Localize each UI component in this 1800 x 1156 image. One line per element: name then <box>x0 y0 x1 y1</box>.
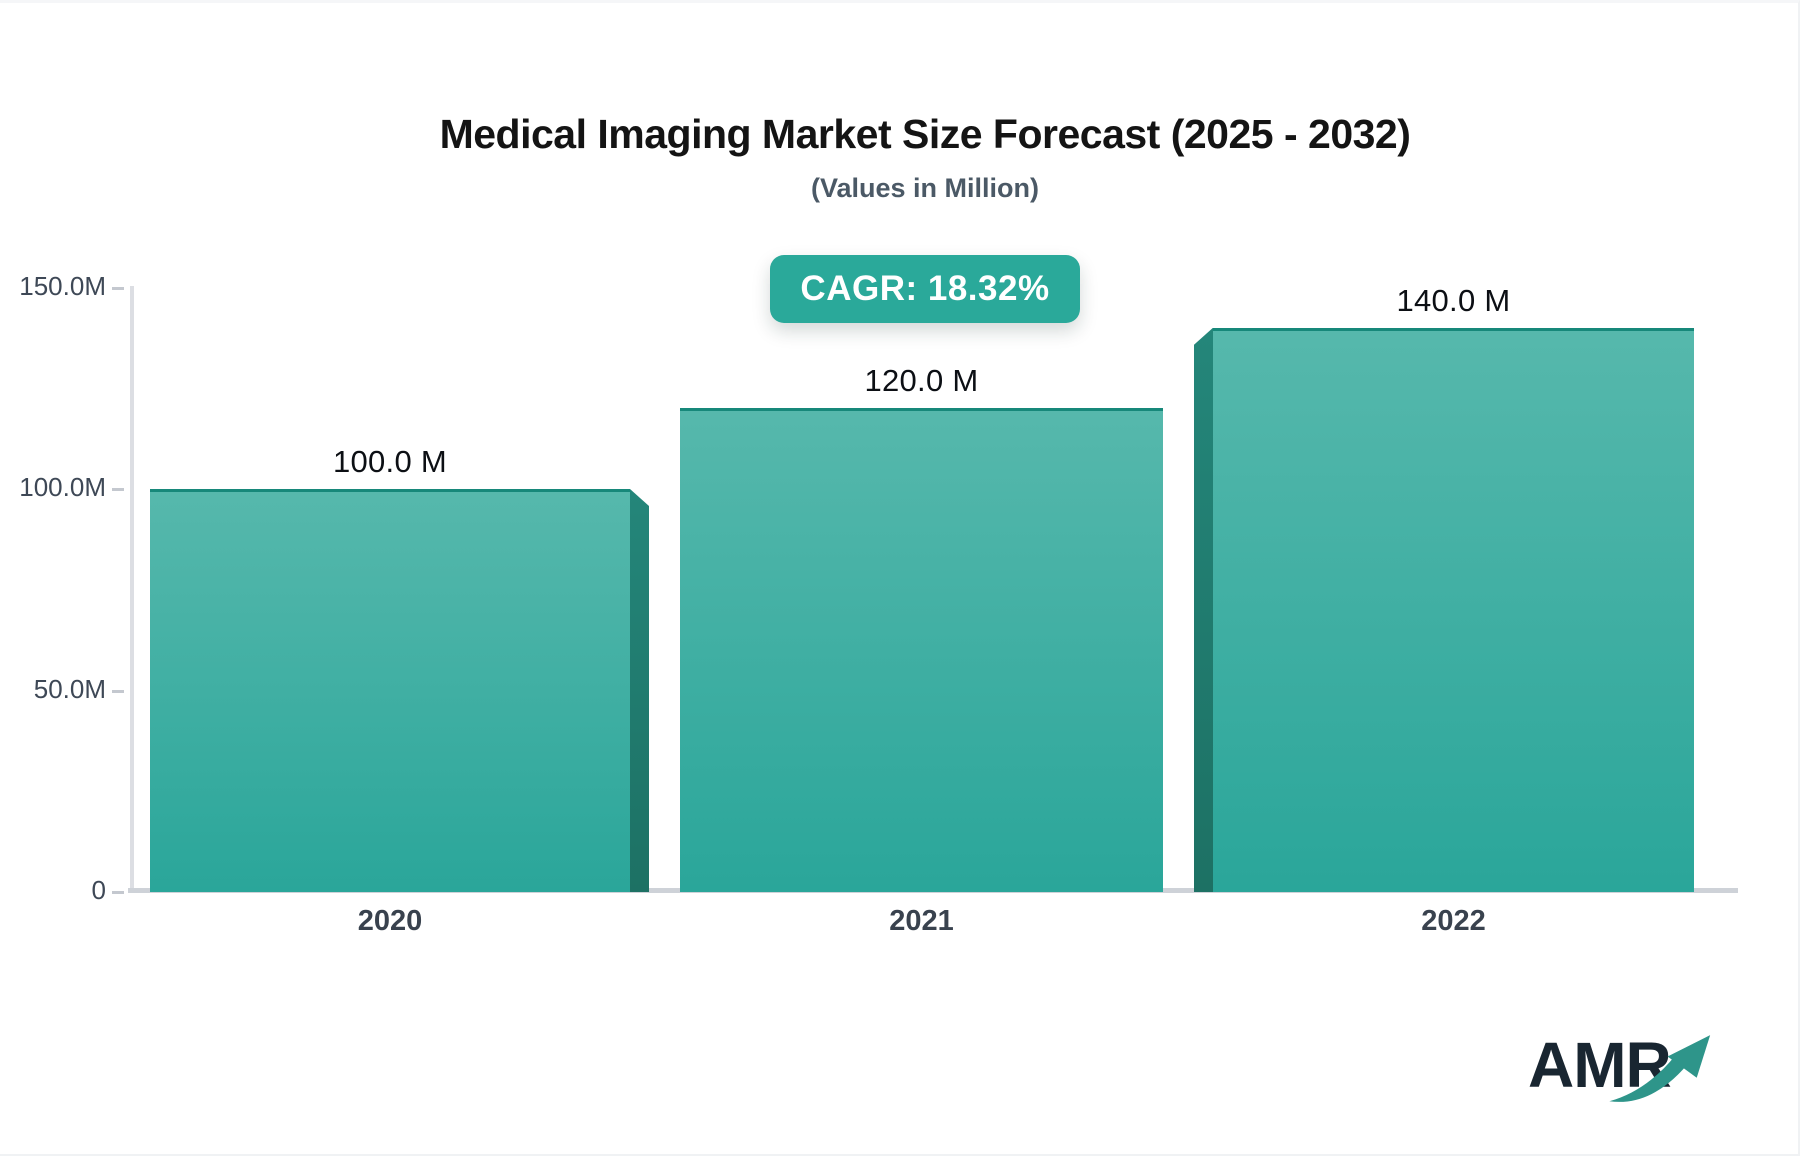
cagr-badge: CAGR: 18.32% <box>770 255 1080 323</box>
x-axis-category-label: 2022 <box>1421 905 1486 937</box>
bar-value-label: 100.0 M <box>332 444 448 479</box>
cagr-badge-row: CAGR: 18.32% <box>50 255 1798 323</box>
y-axis-tick-mark <box>112 689 124 693</box>
bar-2022 <box>1213 327 1694 892</box>
y-axis-tick-label: 50.0M <box>33 673 106 704</box>
bar-2021 <box>680 408 1163 892</box>
chart-subtitle: (Values in Million) <box>810 173 1040 203</box>
y-axis-tick-mark <box>112 286 124 290</box>
y-axis-tick-label: 0 <box>91 875 106 905</box>
y-axis-tick-mark <box>112 891 124 894</box>
y-axis-tick-label: 150.0M <box>19 270 106 301</box>
bar-3d-side-2020 <box>630 489 649 892</box>
x-axis-category-label: 2020 <box>357 905 423 937</box>
chart-title: Medical Imaging Market Size Forecast (20… <box>439 111 1411 157</box>
bar-value-label: 140.0 M <box>1396 282 1511 318</box>
amr-logo: AMR <box>1528 1033 1728 1123</box>
bar-2020 <box>150 489 630 892</box>
growth-arrow-icon <box>1609 1035 1711 1102</box>
y-axis-tick-mark <box>112 488 124 491</box>
y-axis-tick-label: 100.0M <box>19 472 106 502</box>
bar-value-label: 120.0 M <box>864 363 979 399</box>
bar-3d-side-2022 <box>1194 327 1213 892</box>
x-axis-category-label: 2021 <box>889 905 954 937</box>
y-axis-line <box>130 286 134 892</box>
